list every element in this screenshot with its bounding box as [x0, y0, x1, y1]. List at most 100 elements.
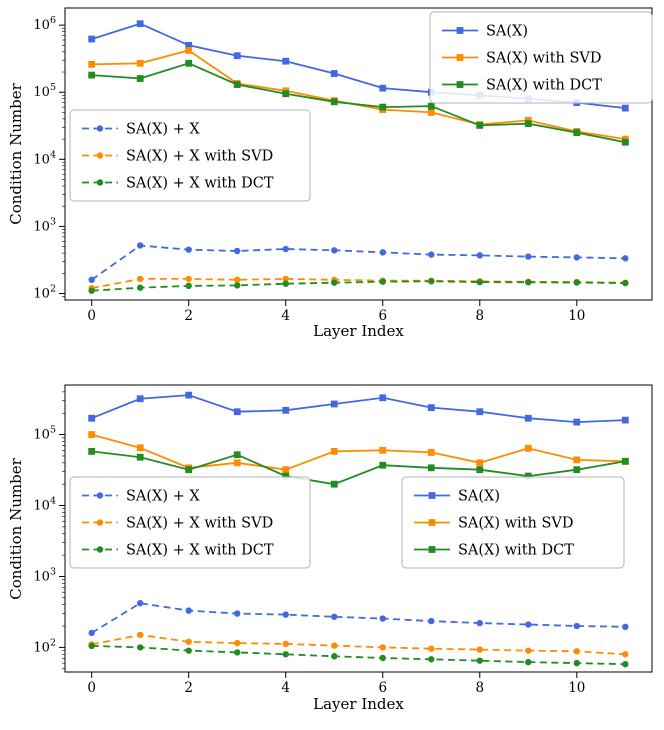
square-marker [379, 84, 387, 92]
circle-marker [476, 657, 483, 664]
legend-square-marker [428, 546, 436, 553]
axes: 102 103 104 105 106 0 2 4 6 8 10 [33, 7, 653, 324]
x-tick-label: 2 [184, 680, 193, 696]
series-2 [88, 59, 629, 146]
square-marker [427, 102, 435, 110]
circle-marker [185, 275, 192, 283]
square-marker [524, 414, 532, 422]
square-marker [379, 103, 387, 111]
circle-marker [428, 645, 435, 652]
plot-frame [64, 7, 653, 301]
square-marker [427, 109, 435, 116]
x-tick-label: 4 [281, 308, 290, 324]
series-line [91, 645, 626, 666]
series-line [91, 394, 626, 424]
circle-marker [282, 245, 289, 253]
circle-marker [136, 631, 144, 639]
square-marker [88, 431, 96, 438]
x-tick-label: 0 [87, 680, 96, 696]
square-marker [136, 59, 144, 67]
circle-marker [573, 254, 581, 261]
square-marker [136, 75, 144, 82]
circle-marker [379, 615, 386, 622]
series-4 [88, 275, 629, 292]
square-marker [427, 449, 435, 456]
square-marker [330, 480, 338, 488]
square-marker [282, 90, 290, 98]
circle-marker [379, 278, 386, 285]
square-marker [282, 472, 290, 480]
y-tick-label: 105 [33, 82, 56, 100]
square-marker [88, 35, 96, 43]
legend: SA(X) SA(X) with SVD SA(X) with DCT [429, 11, 653, 104]
square-marker [330, 98, 338, 106]
square-marker [476, 459, 484, 467]
square-marker [621, 457, 629, 465]
circle-marker [234, 247, 241, 255]
x-tick-label: 2 [184, 308, 193, 324]
x-tick-label: 8 [475, 680, 484, 696]
y-tick-label: 104 [33, 496, 56, 514]
y-tick-label: 105 [33, 425, 56, 443]
series-3 [88, 242, 629, 284]
series-2 [88, 447, 629, 488]
square-marker [282, 466, 290, 474]
square-marker [233, 52, 241, 60]
plot-frame [64, 384, 653, 673]
legend: SA(X) + X SA(X) + X with SVD SA(X) + X wit… [69, 109, 311, 202]
legend-square-marker [428, 492, 436, 499]
legend-label: SA(X) with SVD [486, 51, 602, 67]
legend-box [69, 109, 311, 202]
square-marker [621, 138, 629, 146]
chart-top: 102 103 104 105 106 0 2 4 6 8 10 SA(X) SA(X) with SV… [7, 7, 653, 340]
circle-marker [136, 284, 144, 291]
circle-marker [331, 279, 338, 286]
y-tick-label: 102 [33, 283, 56, 301]
square-marker [136, 395, 144, 403]
circle-marker [136, 242, 144, 249]
circle-marker [282, 651, 289, 658]
legend-circle-marker [96, 492, 104, 499]
circle-marker [622, 255, 629, 262]
circle-marker [282, 275, 289, 283]
legend-square-marker [456, 54, 464, 61]
x-tick-label: 0 [87, 308, 96, 324]
square-marker [573, 456, 581, 464]
circle-marker [476, 252, 483, 259]
square-marker [282, 57, 290, 65]
circle-marker [476, 646, 483, 653]
square-marker [573, 129, 581, 137]
circle-marker [136, 275, 144, 283]
circle-marker [331, 642, 338, 649]
series-5 [88, 278, 629, 294]
square-marker [282, 406, 290, 414]
circle-marker [185, 638, 192, 645]
square-marker [88, 71, 96, 79]
circle-marker [185, 246, 192, 253]
square-marker [476, 408, 484, 416]
legend-label: SA(X) + X with SVD [126, 516, 273, 532]
circle-marker [573, 622, 581, 630]
square-marker [476, 466, 484, 474]
x-tick-label: 8 [475, 308, 484, 324]
y-tick-label: 104 [33, 149, 56, 167]
legend-label: SA(X) [458, 489, 500, 505]
legend-circle-marker [96, 179, 104, 186]
circle-marker [573, 659, 581, 667]
legend-label: SA(X) + X [126, 489, 200, 505]
legend-box [69, 476, 311, 569]
legend-square-marker [428, 519, 436, 526]
circle-marker [428, 656, 435, 663]
series-line [91, 602, 626, 634]
square-marker [330, 400, 338, 408]
x-tick-label: 10 [568, 680, 585, 696]
series-line [91, 633, 626, 656]
legend-circle-marker [96, 152, 104, 159]
legend-label: SA(X) with DCT [486, 78, 602, 94]
circle-marker [379, 644, 386, 651]
series-line [91, 450, 626, 486]
circle-marker [282, 640, 289, 648]
series-line [91, 62, 626, 144]
square-marker [233, 451, 241, 459]
